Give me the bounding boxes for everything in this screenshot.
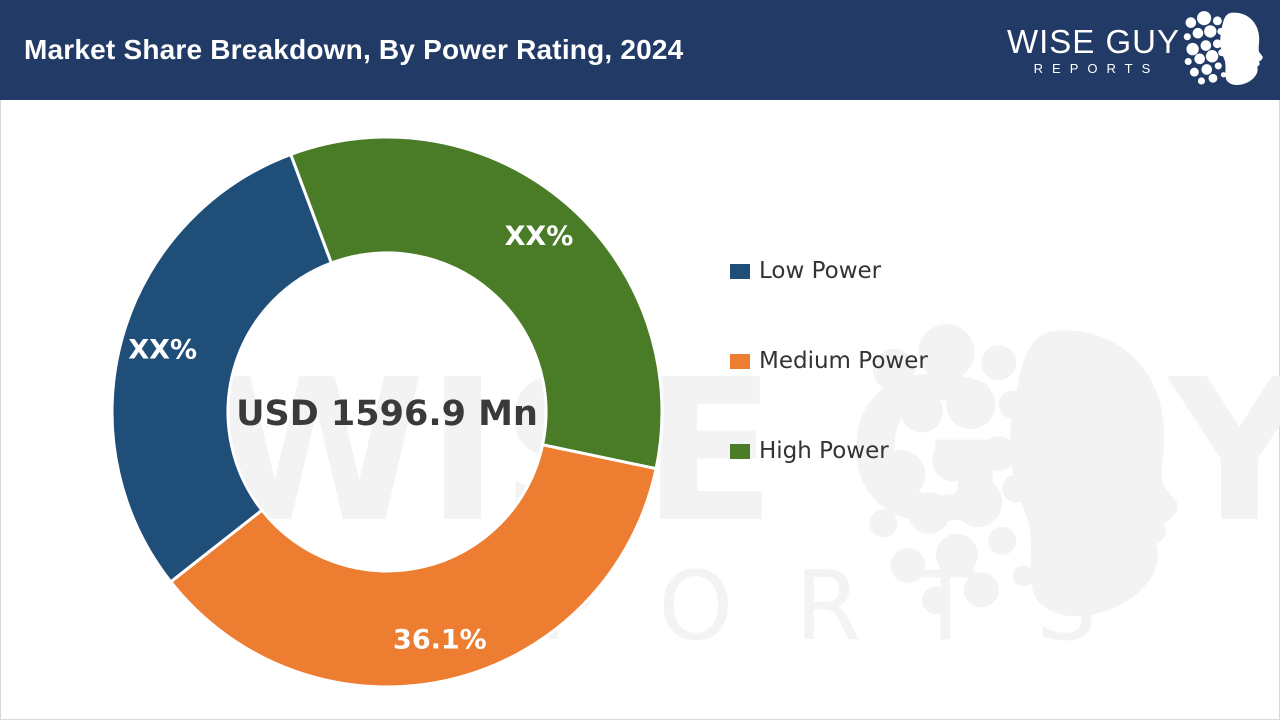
brand-subtitle: REPORTS <box>1033 60 1160 76</box>
legend-swatch <box>730 353 750 369</box>
legend-item-medium-power: Medium Power <box>730 346 928 376</box>
donut-segment-high-power <box>288 135 664 471</box>
legend-item-high-power: High Power <box>730 436 928 466</box>
chart-center-value: USD 1596.9 Mn <box>236 394 538 434</box>
legend-label: Medium Power <box>759 348 928 374</box>
segment-label-medium-power: 36.1% <box>393 624 487 655</box>
legend: Low Power Medium Power High Power <box>730 256 928 466</box>
brand-logo: WISE GUY REPORTS <box>1007 8 1266 92</box>
brand-logo-text: WISE GUY REPORTS <box>1006 22 1180 76</box>
legend-swatch <box>730 443 750 459</box>
brand-name: WISE GUY <box>1006 22 1180 60</box>
legend-item-low-power: Low Power <box>730 256 928 286</box>
legend-label: High Power <box>759 438 889 464</box>
legend-swatch <box>730 263 750 279</box>
segment-label-low-power: XX% <box>128 334 197 365</box>
segment-label-high-power: XX% <box>505 221 574 252</box>
header-bar: Market Share Breakdown, By Power Rating,… <box>0 0 1280 100</box>
donut-chart: XX% 36.1% XX% USD 1596.9 Mn <box>110 135 664 689</box>
page-title: Market Share Breakdown, By Power Rating,… <box>24 34 684 65</box>
donut-segment-low-power <box>110 152 334 584</box>
legend-label: Low Power <box>759 258 882 284</box>
brand-face-icon <box>1183 11 1263 85</box>
donut-segment-medium-power <box>168 443 658 689</box>
